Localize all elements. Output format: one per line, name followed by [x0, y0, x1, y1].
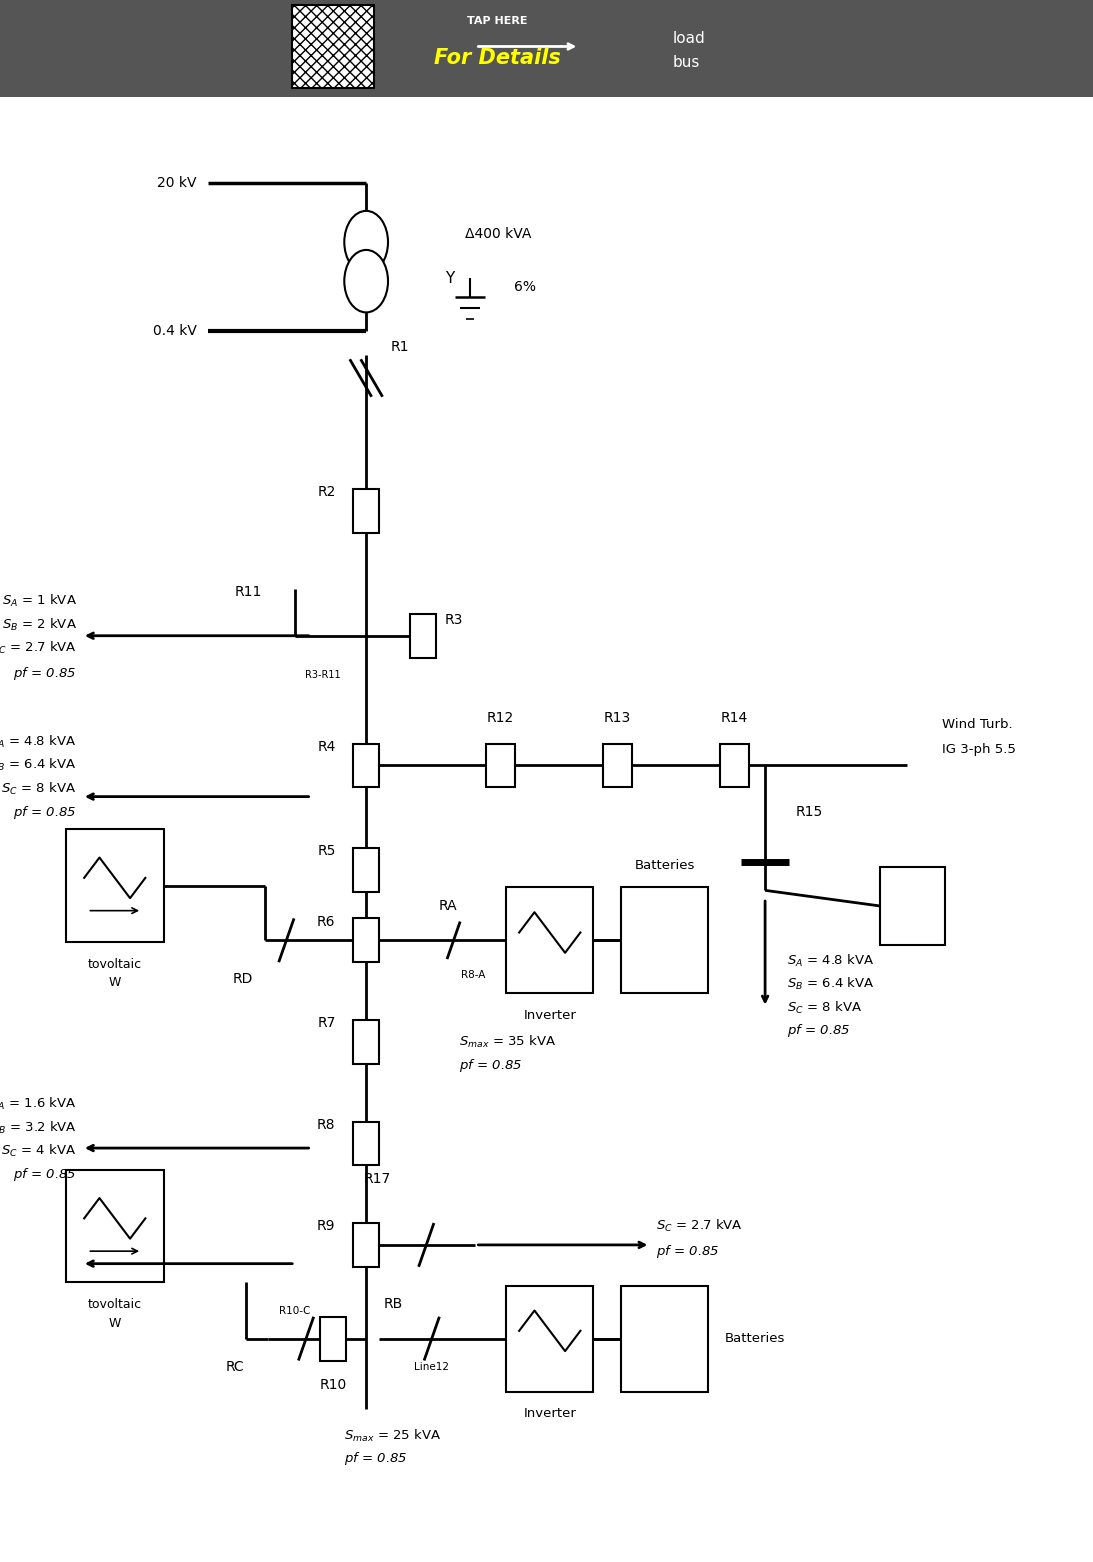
Text: R3: R3 — [445, 614, 463, 626]
Text: IG 3-ph 5.5: IG 3-ph 5.5 — [942, 744, 1016, 756]
Text: load: load — [672, 31, 705, 47]
Bar — [66, 1170, 164, 1282]
Text: Inverter: Inverter — [524, 1009, 576, 1022]
Circle shape — [344, 211, 388, 273]
Text: $S_A$ = 4.8 kVA: $S_A$ = 4.8 kVA — [787, 953, 874, 968]
Text: $S_C$ = 8 kVA: $S_C$ = 8 kVA — [1, 781, 77, 797]
Text: R8-A: R8-A — [461, 970, 485, 979]
Text: For Details: For Details — [434, 48, 561, 69]
Text: Line12: Line12 — [414, 1362, 449, 1371]
Text: $S_A$ = 1.6 kVA: $S_A$ = 1.6 kVA — [0, 1097, 77, 1112]
Text: R12: R12 — [487, 711, 514, 725]
Text: 0.4 kV: 0.4 kV — [153, 325, 197, 337]
Text: R8: R8 — [317, 1118, 336, 1131]
Text: Wind Turb.: Wind Turb. — [942, 719, 1013, 731]
Text: $S_A$ = 1 kVA: $S_A$ = 1 kVA — [1, 594, 77, 609]
Text: R1: R1 — [390, 341, 409, 353]
Bar — [720, 744, 749, 787]
Bar — [353, 1020, 379, 1064]
Bar — [320, 1317, 346, 1361]
Bar — [353, 1223, 379, 1267]
Text: R10: R10 — [320, 1378, 346, 1392]
Text: Δ400 kVA: Δ400 kVA — [465, 228, 531, 241]
Bar — [880, 867, 945, 945]
Bar — [293, 5, 374, 87]
Text: R5: R5 — [317, 845, 336, 858]
Text: Batteries: Batteries — [634, 859, 695, 872]
Text: $S_C$ = 2.7 kVA: $S_C$ = 2.7 kVA — [0, 640, 77, 656]
Text: 6%: 6% — [514, 281, 536, 294]
Text: R17: R17 — [364, 1172, 390, 1186]
Text: 20 kV: 20 kV — [157, 177, 197, 189]
Text: $S_C$ = 4 kVA: $S_C$ = 4 kVA — [1, 1143, 77, 1159]
Bar — [486, 744, 515, 787]
Bar — [506, 1286, 593, 1392]
Text: RB: RB — [384, 1298, 403, 1311]
Text: R15: R15 — [796, 806, 823, 818]
Text: RA: RA — [438, 900, 458, 912]
Text: tovoltaic: tovoltaic — [87, 1298, 142, 1311]
Bar — [0, 0, 1093, 97]
Text: Inverter: Inverter — [524, 1407, 576, 1420]
Text: RC: RC — [225, 1361, 245, 1373]
Text: $S_A$ = 4.8 kVA: $S_A$ = 4.8 kVA — [0, 734, 77, 750]
Text: Batteries: Batteries — [725, 1332, 785, 1345]
Bar — [353, 1122, 379, 1165]
Text: R7: R7 — [317, 1017, 336, 1029]
Text: TAP HERE: TAP HERE — [467, 16, 528, 27]
Text: R6: R6 — [317, 915, 336, 928]
Text: R14: R14 — [721, 711, 748, 725]
Text: $pf$ = 0.85: $pf$ = 0.85 — [13, 1167, 77, 1182]
Text: R10-C: R10-C — [280, 1306, 310, 1315]
Text: R2: R2 — [317, 486, 336, 498]
Text: $pf$ = 0.85: $pf$ = 0.85 — [787, 1023, 850, 1039]
Text: R3-R11: R3-R11 — [305, 670, 340, 679]
Bar — [66, 829, 164, 942]
Text: $S_B$ = 2 kVA: $S_B$ = 2 kVA — [1, 617, 77, 633]
Text: R4: R4 — [317, 740, 336, 753]
Bar — [506, 887, 593, 993]
Bar — [353, 918, 379, 962]
Text: $S_C$ = 8 kVA: $S_C$ = 8 kVA — [787, 1000, 862, 1015]
Text: RD: RD — [233, 973, 252, 986]
Bar — [621, 887, 708, 993]
Text: $S_B$ = 3.2 kVA: $S_B$ = 3.2 kVA — [0, 1120, 77, 1136]
Text: $pf$ = 0.85: $pf$ = 0.85 — [13, 665, 77, 681]
Text: R9: R9 — [317, 1220, 336, 1232]
Text: Y: Y — [445, 270, 454, 286]
Text: $S_C$ = 2.7 kVA: $S_C$ = 2.7 kVA — [656, 1218, 742, 1234]
Text: $S_{max}$ = 25 kVA: $S_{max}$ = 25 kVA — [344, 1428, 442, 1443]
Text: tovoltaic: tovoltaic — [87, 958, 142, 970]
Text: $pf$ = 0.85: $pf$ = 0.85 — [459, 1057, 522, 1073]
Bar — [353, 744, 379, 787]
Text: $pf$ = 0.85: $pf$ = 0.85 — [344, 1451, 408, 1467]
Bar — [603, 744, 632, 787]
Text: $pf$ = 0.85: $pf$ = 0.85 — [13, 804, 77, 820]
Text: $S_B$ = 6.4 kVA: $S_B$ = 6.4 kVA — [787, 976, 874, 992]
Circle shape — [344, 250, 388, 312]
Bar — [353, 848, 379, 892]
Text: $S_B$ = 6.4 kVA: $S_B$ = 6.4 kVA — [0, 758, 77, 773]
Text: R11: R11 — [235, 586, 262, 598]
Text: $S_{max}$ = 35 kVA: $S_{max}$ = 35 kVA — [459, 1034, 556, 1050]
Text: W: W — [108, 1317, 121, 1329]
Bar — [353, 489, 379, 533]
Bar — [621, 1286, 708, 1392]
Bar — [410, 614, 436, 658]
Text: $pf$ = 0.85: $pf$ = 0.85 — [656, 1243, 719, 1259]
Text: R13: R13 — [604, 711, 631, 725]
Text: W: W — [108, 976, 121, 989]
Text: bus: bus — [672, 55, 700, 70]
